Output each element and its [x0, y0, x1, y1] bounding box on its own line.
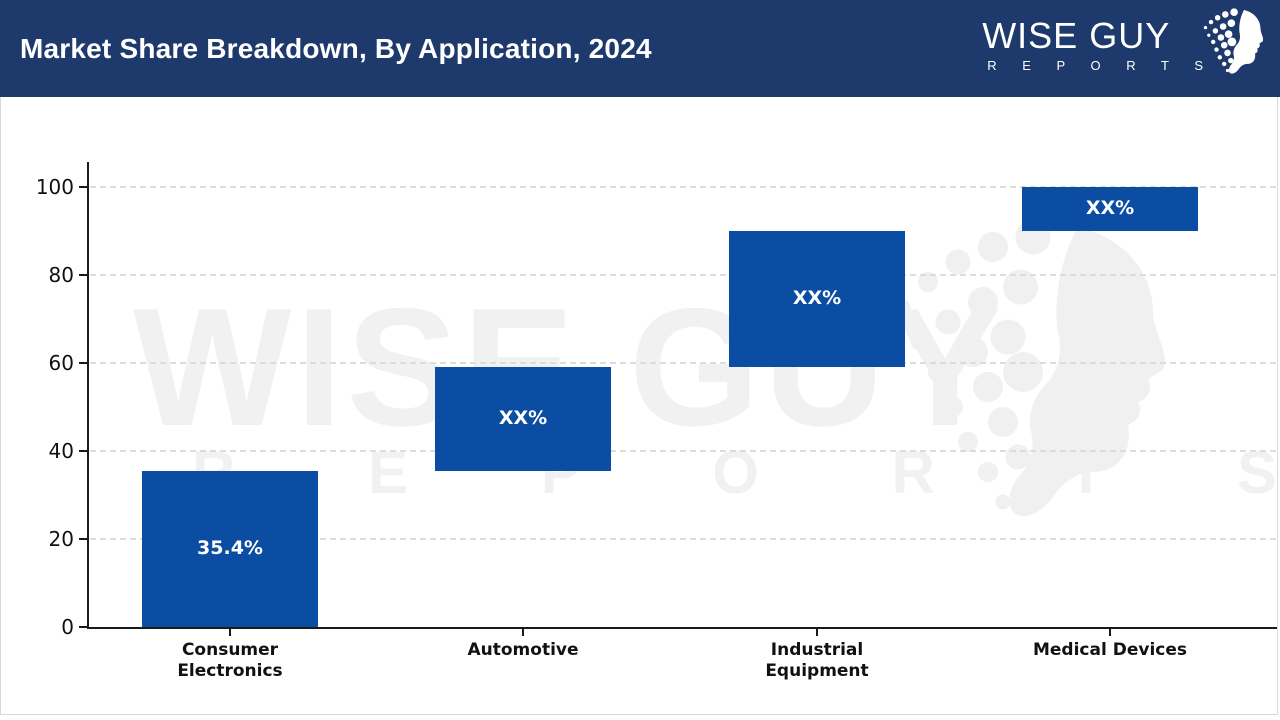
logo-subtext: R E P O R T S	[987, 57, 1214, 73]
bar-2	[729, 231, 905, 368]
y-tick-label: 80	[48, 263, 74, 287]
y-tick-label: 40	[48, 439, 74, 463]
x-tick	[816, 629, 818, 636]
x-category-label-line: Medical Devices	[1032, 640, 1187, 660]
x-category-label-line: Consumer	[181, 640, 279, 660]
x-category-label-line: Electronics	[177, 661, 283, 681]
x-category-label: Automotive	[403, 640, 643, 661]
logo-text: WISE GUY R E P O R T S	[982, 14, 1214, 73]
y-tick-label: 20	[48, 527, 74, 551]
x-tick	[1109, 629, 1111, 636]
x-category-label-line: Equipment	[765, 661, 869, 681]
x-axis-line	[87, 627, 1277, 629]
x-category-label: Consumer Electronics	[110, 640, 350, 682]
bar-value-label: XX%	[1085, 197, 1135, 219]
dotted-head-profile-icon	[1203, 8, 1264, 74]
y-axis-line	[87, 162, 89, 629]
y-tick-label: 100	[35, 175, 74, 199]
bar-0	[142, 471, 318, 627]
bar-value-label: 35.4%	[197, 537, 263, 560]
gridline-80	[90, 274, 1276, 276]
wise-guy-logo: WISE GUY R E P O R T S	[982, 8, 1266, 78]
bar-1	[435, 367, 611, 472]
y-tick-label: 0	[61, 615, 74, 639]
bar-value-label: XX%	[792, 287, 842, 310]
x-category-label-line: Automotive	[467, 640, 579, 660]
gridline-60	[90, 362, 1276, 364]
header-bar: Market Share Breakdown, By Application, …	[0, 0, 1280, 97]
x-category-label: Medical Devices	[990, 640, 1230, 661]
y-tick	[79, 186, 87, 188]
gridline-40	[90, 450, 1276, 452]
x-category-label-line: Industrial	[770, 640, 864, 660]
bar-value-label: XX%	[498, 407, 548, 430]
gridline-20	[90, 538, 1276, 540]
y-tick-label: 60	[48, 351, 74, 375]
x-tick	[522, 629, 524, 636]
figure-border	[0, 97, 1278, 715]
y-tick	[79, 626, 87, 628]
y-tick	[79, 362, 87, 364]
page-title: Market Share Breakdown, By Application, …	[20, 32, 652, 64]
y-tick	[79, 450, 87, 452]
x-tick	[229, 629, 231, 636]
y-tick	[79, 538, 87, 540]
x-category-label: Industrial Equipment	[697, 640, 937, 682]
logo-wordmark: WISE GUY	[982, 14, 1171, 56]
gridline-100	[90, 186, 1276, 188]
y-tick	[79, 274, 87, 276]
